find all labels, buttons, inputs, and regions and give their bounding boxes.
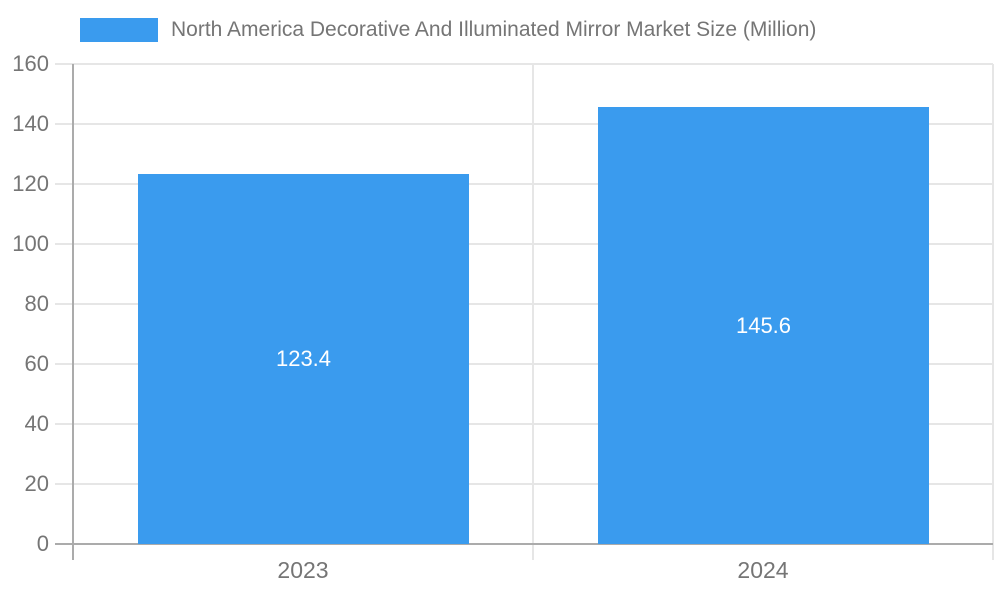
gridline-h [55, 243, 993, 245]
legend-swatch[interactable] [80, 17, 158, 42]
y-axis-tick-label: 160 [12, 51, 49, 76]
y-axis-tick-label: 100 [12, 231, 49, 256]
y-axis-tick-label: 0 [36, 531, 49, 556]
y-axis-tick-label: 140 [12, 111, 49, 136]
y-axis-tick-label: 20 [24, 471, 49, 496]
gridline-h [55, 123, 993, 125]
gridline-h [55, 423, 993, 425]
y-axis-tick-label: 80 [24, 291, 49, 316]
y-axis-tick-label: 40 [24, 411, 49, 436]
gridline-h [55, 303, 993, 305]
gridline-h [55, 183, 993, 185]
gridline-v [992, 64, 994, 560]
bar-2023[interactable]: 123.4 [138, 174, 469, 544]
gridline-v [532, 64, 534, 560]
gridline-h [55, 483, 993, 485]
bar-value-label: 145.6 [735, 312, 792, 338]
y-axis-tick-label: 120 [12, 171, 49, 196]
legend[interactable]: North America Decorative And Illuminated… [80, 17, 816, 42]
bar-2024[interactable]: 145.6 [598, 107, 929, 544]
x-axis-line [55, 543, 993, 545]
gridline-h [55, 63, 993, 65]
y-axis-line [72, 64, 74, 560]
y-axis-tick-label: 60 [24, 351, 49, 376]
bar-value-label: 123.4 [275, 346, 332, 371]
x-axis-label-2023: 2023 [277, 557, 329, 583]
x-axis-label-2024: 2024 [737, 557, 789, 583]
gridline-h [55, 363, 993, 365]
legend-label: North America Decorative And Illuminated… [171, 18, 817, 41]
